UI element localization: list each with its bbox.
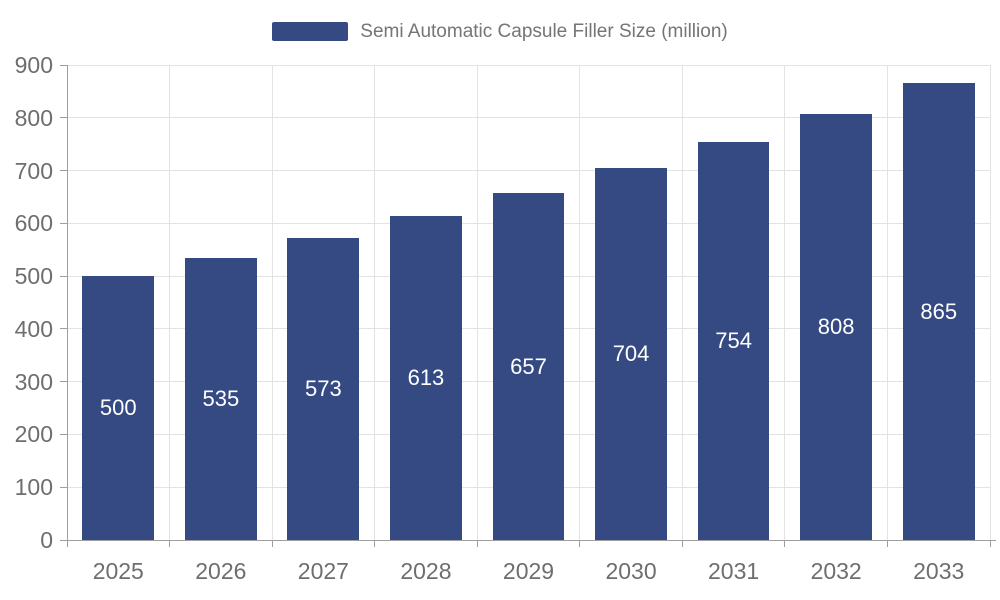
- x-tick-label: 2030: [605, 558, 657, 584]
- y-tick-label: 0: [40, 527, 53, 553]
- legend-item[interactable]: Semi Automatic Capsule Filler Size (mill…: [0, 22, 1000, 41]
- bar-value-label: 500: [99, 395, 137, 421]
- y-axis-tick: [60, 117, 67, 119]
- x-axis-tick: [784, 540, 786, 547]
- x-axis-tick: [169, 540, 171, 547]
- x-tick-label: 2032: [810, 558, 862, 584]
- bar[interactable]: [492, 193, 565, 540]
- x-axis-tick: [476, 540, 478, 547]
- y-axis-line: [66, 65, 68, 547]
- x-axis-line: [60, 539, 996, 541]
- bar[interactable]: [82, 276, 155, 540]
- y-axis-tick: [60, 381, 67, 383]
- x-axis-tick: [579, 540, 581, 547]
- gridline-v: [579, 65, 581, 540]
- x-axis-tick: [681, 540, 683, 547]
- gridline-v: [271, 65, 273, 540]
- x-axis-tick: [271, 540, 273, 547]
- x-tick-label: 2027: [297, 558, 349, 584]
- y-tick-label: 500: [14, 263, 53, 290]
- gridline-v: [989, 65, 991, 540]
- y-axis-tick: [60, 328, 67, 330]
- bar[interactable]: [287, 237, 360, 540]
- x-axis-tick: [886, 540, 888, 547]
- x-tick-label: 2031: [708, 558, 760, 584]
- bar[interactable]: [595, 168, 667, 540]
- bar-value-label: 573: [305, 375, 342, 401]
- y-tick-label: 600: [14, 210, 53, 237]
- y-tick-label: 100: [14, 474, 53, 501]
- y-axis-tick: [60, 64, 67, 66]
- gridline-v: [784, 65, 786, 540]
- y-tick-label: 300: [14, 368, 53, 395]
- x-tick-label: 2033: [913, 558, 965, 584]
- x-tick-label: 2025: [92, 558, 144, 584]
- bar-value-label: 657: [510, 353, 547, 379]
- y-axis-tick: [60, 170, 67, 172]
- y-tick-label: 700: [14, 157, 53, 184]
- gridline-v: [476, 65, 478, 540]
- bar-value-label: 808: [817, 313, 855, 339]
- gridline-h: [67, 64, 990, 66]
- y-tick-label: 200: [14, 421, 53, 448]
- bar[interactable]: [800, 113, 873, 540]
- bar[interactable]: [902, 83, 975, 540]
- gridline-h: [67, 117, 990, 119]
- y-axis-tick: [60, 486, 67, 488]
- gridline-h: [67, 170, 990, 172]
- legend-swatch: [272, 22, 349, 41]
- x-tick-label: 2029: [502, 558, 555, 584]
- x-axis-tick: [989, 540, 991, 547]
- bar-value-label: 704: [612, 341, 650, 367]
- bar-value-label: 535: [202, 385, 240, 411]
- bar-value-label: 754: [715, 328, 752, 354]
- x-axis-tick: [374, 540, 376, 547]
- x-tick-label: 2026: [195, 558, 247, 584]
- x-tick-label: 2028: [400, 558, 452, 584]
- gridline-v: [886, 65, 888, 540]
- y-axis-tick: [60, 222, 67, 224]
- bar[interactable]: [390, 216, 462, 540]
- bar-value-label: 613: [407, 365, 445, 391]
- y-tick-label: 800: [14, 104, 53, 131]
- y-axis-tick: [60, 275, 67, 277]
- gridline-v: [169, 65, 171, 540]
- bar[interactable]: [184, 257, 257, 540]
- gridline-v: [374, 65, 376, 540]
- bar-value-label: 865: [920, 298, 958, 324]
- y-axis-tick: [60, 433, 67, 435]
- legend-label: Semi Automatic Capsule Filler Size (mill…: [360, 21, 728, 42]
- gridline-v: [681, 65, 683, 540]
- bar[interactable]: [697, 142, 770, 540]
- y-tick-label: 900: [14, 52, 53, 78]
- y-tick-label: 400: [14, 315, 53, 342]
